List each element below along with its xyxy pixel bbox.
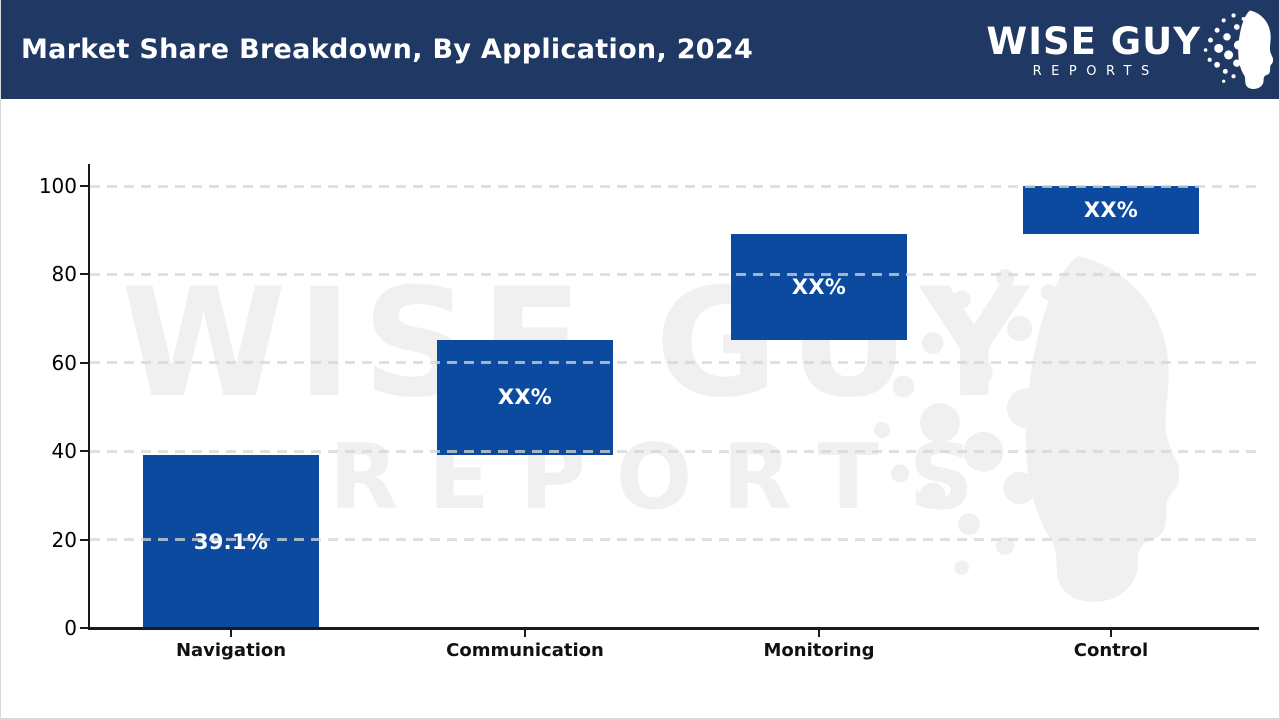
bar-value-label: 39.1% [193, 529, 269, 554]
logo-wordmark: WISE GUY [986, 19, 1201, 63]
x-category-label-monitoring: Monitoring [763, 640, 875, 661]
logo-subtitle: REPORTS [1032, 63, 1159, 79]
y-tick-mark-60 [80, 361, 88, 364]
y-tick-label-60: 60 [51, 350, 77, 375]
x-tick-mark-control [1110, 630, 1112, 637]
y-tick-label-20: 20 [51, 527, 77, 552]
gridline-40 [90, 449, 1257, 453]
gridline-60 [90, 361, 1257, 365]
chart-title: Market Share Breakdown, By Application, … [21, 34, 754, 65]
y-tick-mark-0 [80, 627, 88, 629]
x-tick-mark-communication [524, 630, 526, 637]
gridline-100 [90, 184, 1257, 188]
x-axis-line [88, 627, 1259, 630]
x-category-label-control: Control [1073, 640, 1149, 661]
watermark-subtitle: REPORTS [329, 425, 1004, 530]
bar-communication: XX% [437, 339, 613, 456]
y-tick-mark-80 [80, 273, 88, 276]
gridline-20 [90, 538, 1257, 542]
bar-value-label: XX% [1083, 197, 1139, 222]
x-tick-mark-navigation [230, 630, 232, 637]
gridline-80 [90, 272, 1257, 276]
x-category-label-navigation: Navigation [175, 640, 287, 661]
y-tick-label-100: 100 [38, 174, 77, 198]
y-tick-label-80: 80 [51, 262, 77, 287]
y-tick-mark-20 [80, 538, 88, 541]
bar-monitoring: XX% [731, 233, 907, 340]
y-tick-mark-40 [80, 450, 88, 453]
bar-value-label: XX% [791, 274, 847, 299]
header-bar: Market Share Breakdown, By Application, … [1, 0, 1279, 99]
y-tick-mark-100 [80, 185, 88, 187]
logo-face-icon [1199, 8, 1273, 92]
bar-control: XX% [1023, 186, 1199, 234]
x-category-label-communication: Communication [446, 640, 604, 661]
y-tick-label-40: 40 [51, 439, 77, 464]
bar-navigation: 39.1% [143, 455, 319, 628]
plot-area: 39.1% XX% XX% XX% [90, 184, 1257, 628]
wiseguy-logo: WISE GUY REPORTS [986, 4, 1273, 96]
y-tick-label-0: 0 [64, 616, 77, 640]
logo-text: WISE GUY REPORTS [986, 19, 1201, 79]
y-axis-line [88, 164, 90, 630]
bar-value-label: XX% [497, 385, 553, 410]
x-tick-mark-monitoring [818, 630, 820, 637]
